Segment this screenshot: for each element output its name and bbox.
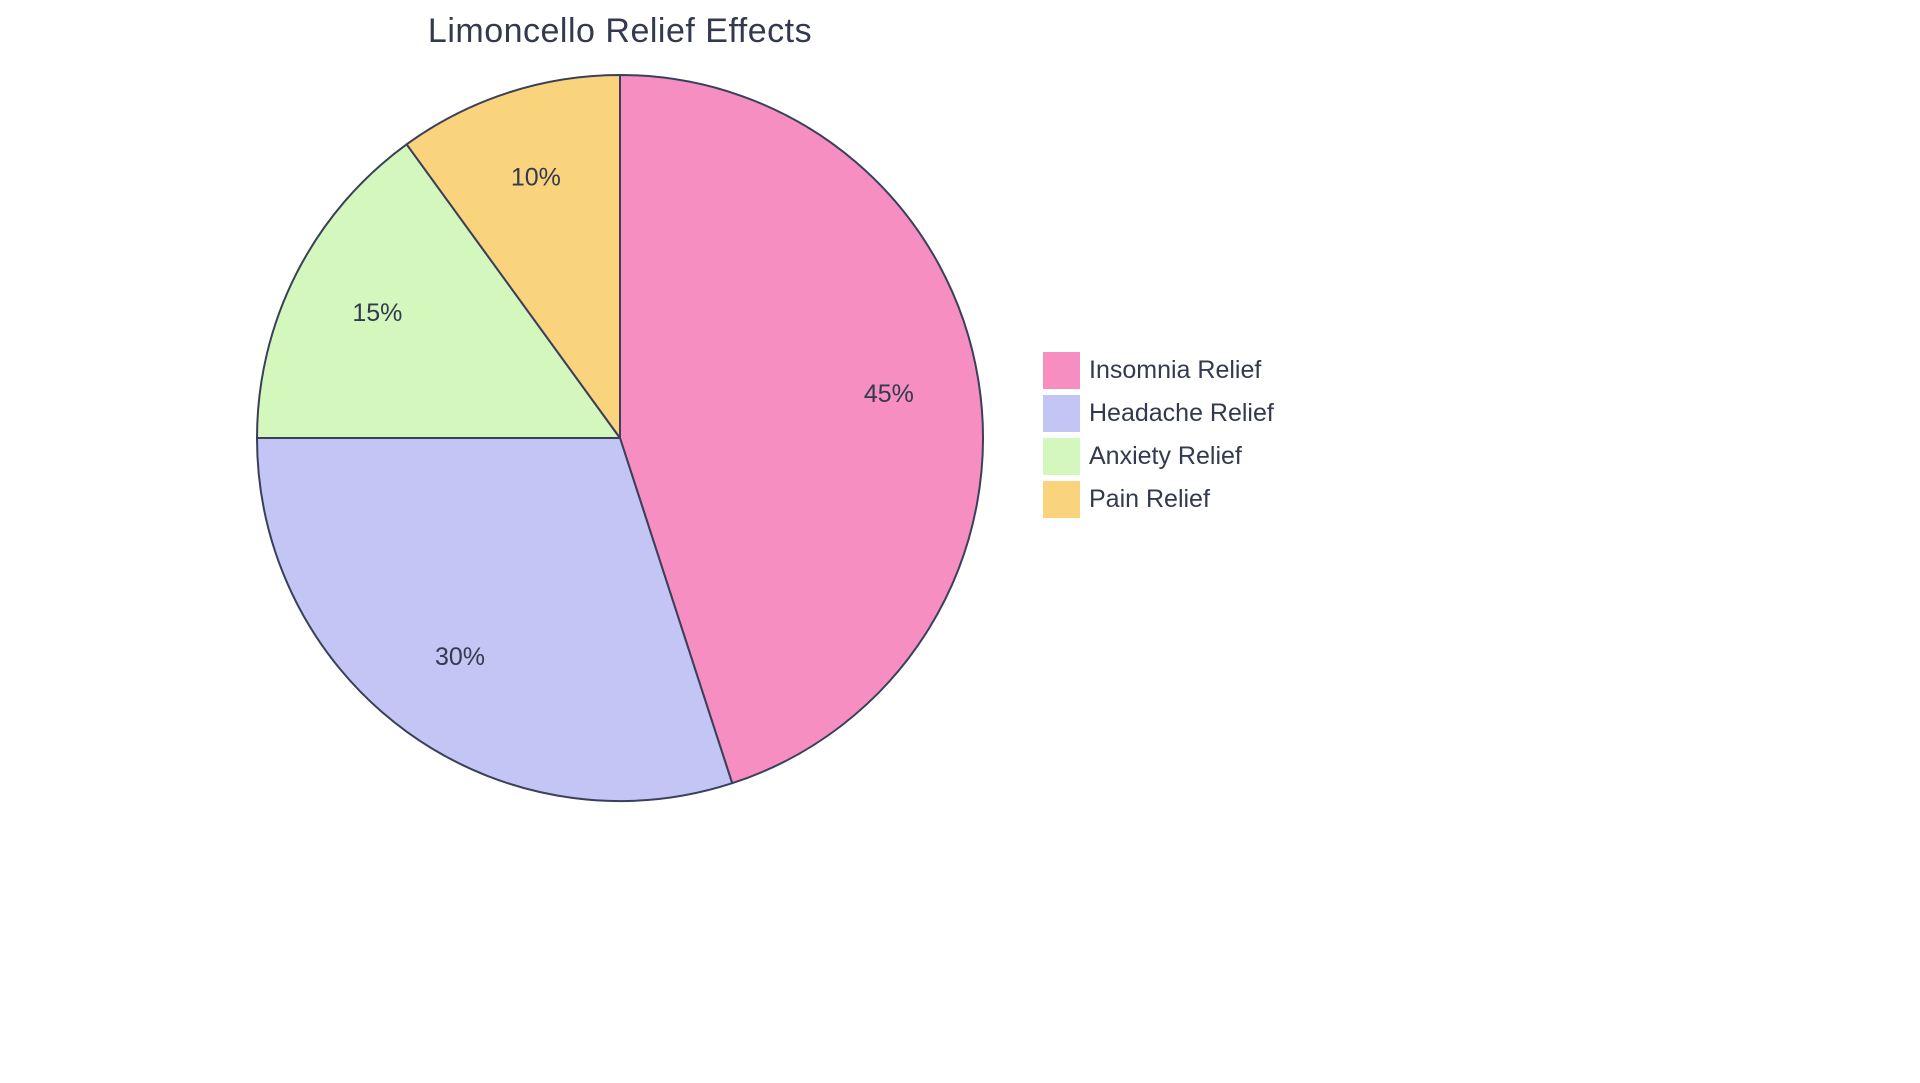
legend: Insomnia Relief Headache Relief Anxiety Re… bbox=[1043, 352, 1274, 518]
legend-label-pain-relief: Pain Relief bbox=[1089, 485, 1210, 513]
legend-item-insomnia-relief: Insomnia Relief bbox=[1043, 352, 1274, 389]
pie-slice-headache-relief bbox=[256, 437, 734, 802]
pie-slice-pain-relief bbox=[405, 74, 621, 439]
legend-item-headache-relief: Headache Relief bbox=[1043, 395, 1274, 432]
legend-swatch-headache-relief bbox=[1043, 395, 1080, 432]
chart-title: Limoncello Relief Effects bbox=[427, 12, 813, 50]
legend-swatch-anxiety-relief bbox=[1043, 438, 1080, 475]
legend-label-insomnia-relief: Insomnia Relief bbox=[1089, 356, 1262, 384]
legend-label-anxiety-relief: Anxiety Relief bbox=[1089, 442, 1242, 470]
slice-label-insomnia-relief: 45% bbox=[864, 380, 914, 408]
pie-slice-anxiety-relief bbox=[256, 143, 621, 439]
legend-swatch-insomnia-relief bbox=[1043, 352, 1080, 389]
slice-label-headache-relief: 30% bbox=[435, 643, 485, 671]
legend-swatch-pain-relief bbox=[1043, 481, 1080, 518]
slice-label-anxiety-relief: 15% bbox=[352, 299, 402, 327]
legend-item-pain-relief: Pain Relief bbox=[1043, 481, 1274, 518]
legend-label-headache-relief: Headache Relief bbox=[1089, 399, 1274, 427]
pie-slice-insomnia-relief bbox=[619, 74, 984, 785]
slice-label-pain-relief: 10% bbox=[511, 164, 561, 192]
legend-item-anxiety-relief: Anxiety Relief bbox=[1043, 438, 1274, 475]
